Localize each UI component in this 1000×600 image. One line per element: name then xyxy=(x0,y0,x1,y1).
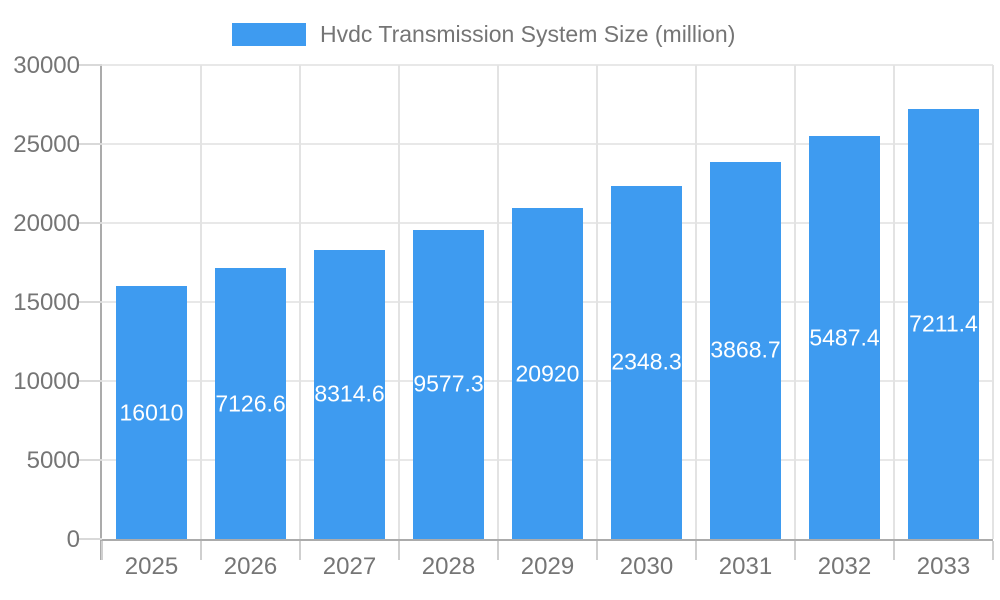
x-tick-5 xyxy=(596,541,598,560)
bar-2031[interactable]: 23868.75 xyxy=(710,161,781,539)
y-axis-label-10000: 10000 xyxy=(13,368,80,395)
x-tick-3 xyxy=(398,541,400,560)
y-axis-label-25000: 25000 xyxy=(13,131,80,158)
x-tick-2 xyxy=(299,541,301,560)
h-gridline-30000 xyxy=(102,64,993,66)
x-axis-label-2032: 2032 xyxy=(817,553,872,580)
legend-item[interactable]: Hvdc Transmission System Size (million) xyxy=(232,20,735,48)
y-axis-label-0: 0 xyxy=(66,526,80,553)
x-tick-1 xyxy=(200,541,202,560)
v-gridline-6 xyxy=(695,65,697,539)
y-axis-label-30000: 30000 xyxy=(13,52,80,79)
y-tick-10000 xyxy=(78,380,102,382)
v-gridline-8 xyxy=(893,65,895,539)
v-gridline-1 xyxy=(200,65,202,539)
x-axis-label-2031: 2031 xyxy=(718,553,773,580)
y-tick-30000 xyxy=(78,64,102,66)
bar-value-label-2031: 23868.75 xyxy=(710,336,781,363)
x-axis-label-2028: 2028 xyxy=(421,553,476,580)
y-tick-15000 xyxy=(78,301,102,303)
y-axis-label-20000: 20000 xyxy=(13,210,80,237)
h-gridline-25000 xyxy=(102,143,993,145)
y-tick-25000 xyxy=(78,143,102,145)
y-axis-label-5000: 5000 xyxy=(26,447,80,474)
y-axis-label-15000: 15000 xyxy=(13,289,80,316)
x-axis-label-2033: 2033 xyxy=(916,553,971,580)
bar-2025[interactable]: 16010 xyxy=(116,286,187,539)
bar-2030[interactable]: 22348.32 xyxy=(611,185,682,539)
x-axis-label-2030: 2030 xyxy=(619,553,674,580)
v-gridline-4 xyxy=(497,65,499,539)
plot-area: 16010 2025 17126.68 2026 18314.66 2027 19577.3… xyxy=(78,64,994,580)
bar-2026[interactable]: 17126.68 xyxy=(215,268,286,539)
bar-value-label-2032: 25487.44 xyxy=(809,324,880,351)
legend-color-swatch-icon xyxy=(232,22,306,46)
x-tick-7 xyxy=(794,541,796,560)
bar-value-label-2027: 18314.66 xyxy=(314,380,385,407)
x-tick-4 xyxy=(497,541,499,560)
bar-value-label-2026: 17126.68 xyxy=(215,390,286,417)
y-tick-0 xyxy=(78,538,102,540)
x-tick-0 xyxy=(101,541,103,560)
x-axis-line xyxy=(100,539,993,541)
bar-2027[interactable]: 18314.66 xyxy=(314,249,385,539)
bar-2032[interactable]: 25487.44 xyxy=(809,136,880,539)
v-gridline-3 xyxy=(398,65,400,539)
x-axis-label-2029: 2029 xyxy=(520,553,575,580)
bar-2028[interactable]: 19577.34 xyxy=(413,229,484,539)
bar-value-label-2028: 19577.34 xyxy=(413,370,484,397)
x-axis-label-2027: 2027 xyxy=(322,553,377,580)
v-gridline-2 xyxy=(299,65,301,539)
y-axis-line xyxy=(100,65,102,560)
y-tick-5000 xyxy=(78,459,102,461)
v-gridline-7 xyxy=(794,65,796,539)
x-axis-label-2025: 2025 xyxy=(124,553,179,580)
v-gridline-9 xyxy=(992,65,994,539)
v-gridline-5 xyxy=(596,65,598,539)
bar-value-label-2025: 16010 xyxy=(119,399,184,425)
bar-value-label-2030: 22348.32 xyxy=(611,348,682,375)
bar-2029[interactable]: 20920 xyxy=(512,208,583,539)
x-axis-label-2026: 2026 xyxy=(223,553,278,580)
x-tick-6 xyxy=(695,541,697,560)
x-tick-9 xyxy=(992,541,994,560)
x-tick-8 xyxy=(893,541,895,560)
bar-value-label-2029: 20920 xyxy=(515,360,580,387)
legend-label: Hvdc Transmission System Size (million) xyxy=(320,20,736,47)
y-tick-20000 xyxy=(78,222,102,224)
